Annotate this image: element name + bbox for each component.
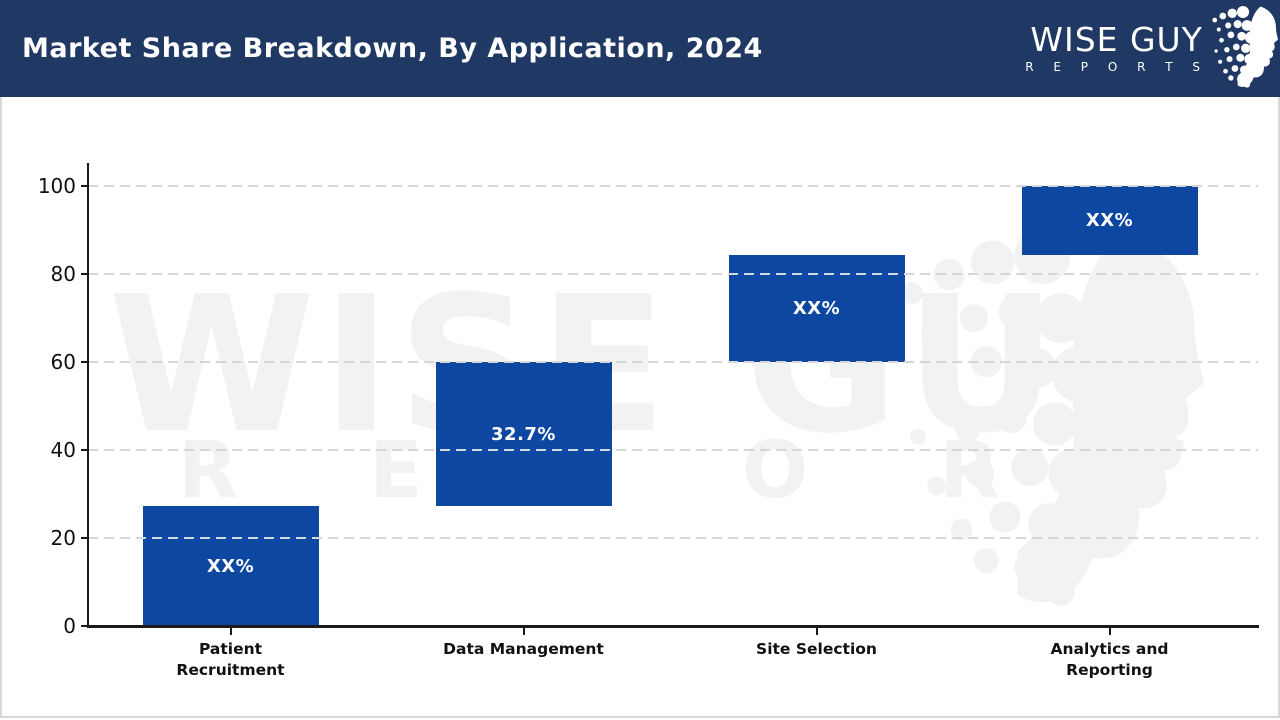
bar-value-label-2: 32.7% bbox=[491, 423, 556, 445]
header-bar: Market Share Breakdown, By Application, … bbox=[0, 0, 1280, 97]
x-category-label-4: Analytics and Reporting bbox=[1050, 640, 1169, 679]
x-tick-mark-1 bbox=[229, 627, 232, 635]
y-tick-label-20: 20 bbox=[50, 526, 76, 550]
x-tick-mark-2 bbox=[522, 627, 525, 635]
page-title: Market Share Breakdown, By Application, … bbox=[22, 33, 763, 64]
x-tick-mark-4 bbox=[1108, 627, 1111, 635]
y-tick-label-0: 0 bbox=[63, 614, 76, 638]
y-tick-mark-80 bbox=[81, 273, 88, 275]
y-tick-label-80: 80 bbox=[50, 262, 76, 286]
x-category-label-1: Patient Recruitment bbox=[176, 640, 285, 679]
bar-value-label-3: XX% bbox=[792, 297, 841, 319]
y-axis-line bbox=[87, 163, 89, 627]
y-tick-mark-60 bbox=[81, 361, 88, 363]
x-category-label-2: Data Management bbox=[443, 640, 604, 658]
wiseguy-logo-text: WISE GUY R E P O R T S bbox=[1025, 20, 1208, 75]
wiseguy-logo: WISE GUY R E P O R T S bbox=[1025, 0, 1280, 97]
logo-wiseguy-label: WISE GUY bbox=[1030, 20, 1203, 59]
y-tick-mark-100 bbox=[81, 185, 88, 187]
y-tick-mark-20 bbox=[81, 537, 88, 539]
bar-value-label-4: XX% bbox=[1085, 210, 1134, 232]
bar-4: XX% bbox=[1021, 186, 1198, 256]
y-tick-mark-0 bbox=[81, 625, 88, 627]
y-tick-label-60: 60 bbox=[50, 350, 76, 374]
y-tick-label-100: 100 bbox=[37, 174, 76, 198]
x-category-label-3: Site Selection bbox=[756, 640, 877, 658]
y-tick-mark-40 bbox=[81, 449, 88, 451]
x-tick-mark-3 bbox=[815, 627, 818, 635]
logo-reports-label: R E P O R T S bbox=[1025, 60, 1208, 74]
x-axis-line bbox=[87, 625, 1259, 628]
bar-2: 32.7% bbox=[435, 362, 612, 507]
bar-3: XX% bbox=[728, 255, 905, 362]
y-gridline-100 bbox=[88, 185, 1258, 187]
y-gridline-20 bbox=[88, 537, 1258, 539]
y-tick-label-40: 40 bbox=[50, 438, 76, 462]
y-gridline-80 bbox=[88, 273, 1258, 275]
y-gridline-40 bbox=[88, 449, 1258, 451]
bar-value-label-1: XX% bbox=[206, 555, 255, 577]
bar-1: XX% bbox=[142, 506, 319, 626]
y-gridline-60 bbox=[88, 361, 1258, 363]
